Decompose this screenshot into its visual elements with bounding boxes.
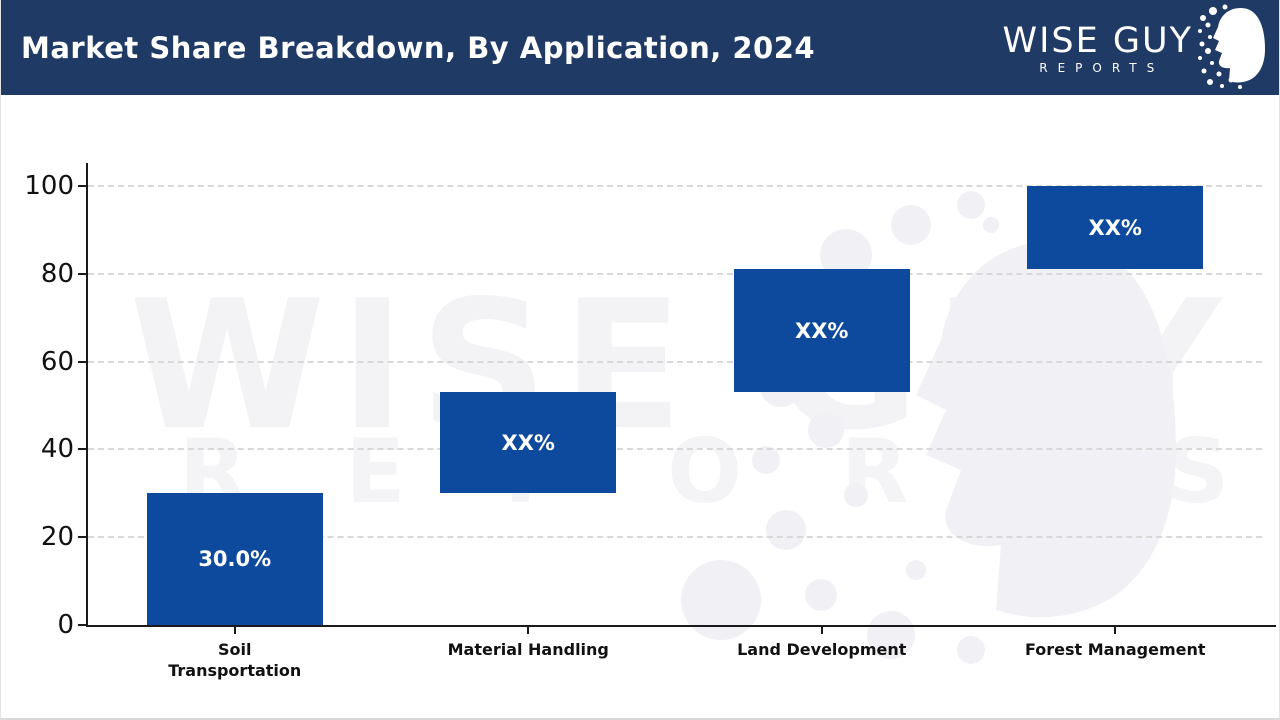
logo-face-dots-icon — [1198, 4, 1265, 89]
x-category-label: Land Development — [737, 640, 907, 659]
y-tick-mark — [78, 360, 88, 363]
y-gridline — [88, 536, 1262, 539]
logo-text: WISE GUY REPORTS — [1002, 22, 1193, 75]
bar-value-label: 30.0% — [198, 547, 272, 572]
x-category-label: Forest Management — [1024, 640, 1206, 659]
plot-area: 0 20 40 60 80 100 30.0% Soil Transportation XX% M… — [24, 163, 1262, 680]
x-axis-line — [86, 625, 1276, 627]
x-tick-mark — [820, 627, 823, 634]
y-tick-mark — [78, 272, 88, 275]
y-tick-mark — [78, 624, 88, 626]
x-tick-mark — [1114, 627, 1117, 634]
y-tick-label: 0 — [57, 610, 74, 640]
y-gridline — [88, 448, 1262, 451]
y-tick-label: 100 — [24, 171, 74, 201]
x-category-label: Material Handling — [447, 640, 609, 659]
header-bar: Market Share Breakdown, By Application, … — [1, 0, 1279, 95]
logo-reports-text: REPORTS — [1039, 60, 1165, 75]
y-tick-mark — [78, 185, 88, 187]
bar-segment: XX% — [733, 269, 910, 393]
y-tick-mark — [78, 536, 88, 539]
y-tick-label: 60 — [40, 346, 74, 377]
x-tick-mark — [527, 627, 530, 634]
logo-wiseguy-text: WISE GUY — [1002, 20, 1193, 61]
x-category-label: Soil Transportation — [168, 640, 302, 680]
bar-segment: XX% — [1027, 186, 1204, 270]
y-tick-mark — [78, 448, 88, 451]
chart-title: Market Share Breakdown, By Application, … — [21, 30, 816, 65]
bar-value-label: XX% — [501, 430, 555, 455]
y-tick-label: 80 — [40, 258, 74, 289]
y-tick-label: 20 — [40, 522, 74, 553]
bar-value-label: XX% — [795, 318, 849, 343]
bar-value-label: XX% — [1088, 215, 1142, 240]
x-tick-mark — [233, 627, 236, 634]
bar-segment: 30.0% — [146, 493, 323, 625]
y-gridline — [88, 360, 1262, 363]
bar-segment: XX% — [440, 392, 617, 494]
y-gridline — [88, 272, 1262, 275]
y-tick-label: 40 — [40, 434, 74, 465]
y-gridline — [88, 185, 1262, 187]
wise-guy-reports-logo: WISE GUY REPORTS — [1002, 4, 1267, 92]
